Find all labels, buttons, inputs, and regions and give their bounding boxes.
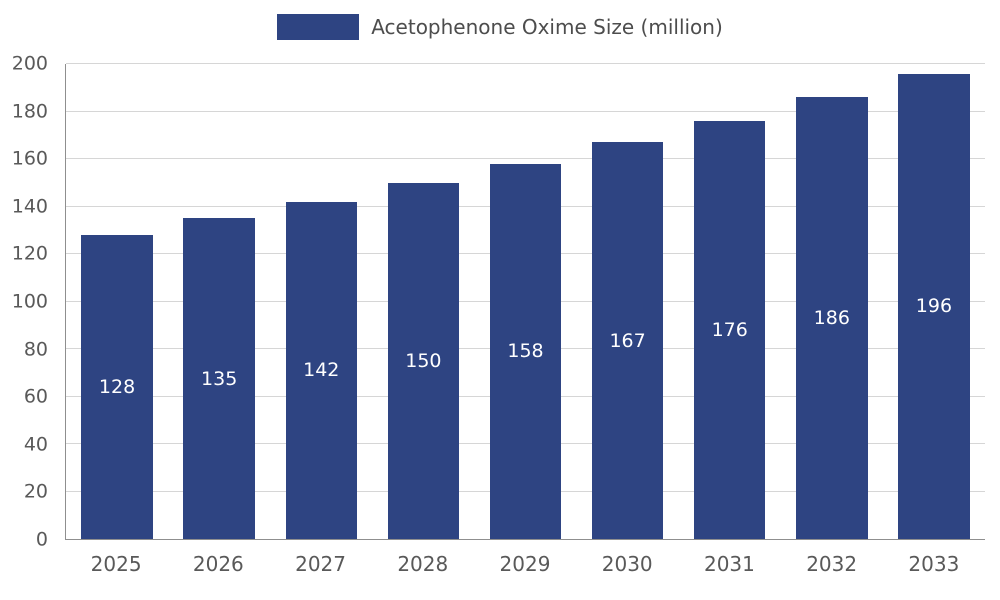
y-tick-label: 80 (23, 338, 48, 361)
x-tick-label: 2033 (908, 552, 960, 576)
x-tick-label: 2025 (90, 552, 142, 576)
bar-slot: 135 (168, 64, 270, 539)
legend-label: Acetophenone Oxime Size (million) (371, 15, 723, 39)
bars: 128 135 142 150 158 167 176 186 196 (66, 64, 985, 539)
x-tick-label: 2031 (703, 552, 755, 576)
x-tick-label: 2026 (192, 552, 244, 576)
plot-area: 128 135 142 150 158 167 176 186 196 (65, 63, 985, 540)
bar-2029[interactable]: 158 (489, 163, 562, 539)
bar-slot: 128 (66, 64, 168, 539)
bar-2025[interactable]: 128 (81, 235, 153, 539)
bar-value-label: 128 (98, 376, 136, 398)
bar-slot: 176 (679, 64, 781, 539)
legend[interactable]: Acetophenone Oxime Size (million) (0, 14, 1000, 40)
bar-value-label: 186 (813, 307, 850, 330)
x-axis-labels: 2025 2026 2027 2028 2029 2030 2031 2032 2033 (65, 552, 985, 576)
bar-value-label: 142 (303, 359, 340, 382)
bar-value-label: 167 (609, 329, 646, 352)
bar-2032[interactable]: 186 (796, 97, 868, 539)
x-tick-label: 2028 (397, 552, 449, 576)
bar-2026[interactable]: 135 (183, 218, 255, 539)
gridline (66, 63, 985, 64)
bar-value-label: 158 (507, 340, 544, 363)
bar-slot: 167 (577, 64, 679, 539)
gridline (66, 110, 985, 112)
bar-value-label: 196 (915, 295, 953, 318)
bar-value-label: 176 (711, 319, 748, 341)
bar-2030[interactable]: 167 (591, 142, 664, 539)
bar-slot: 150 (372, 64, 474, 539)
y-tick-label: 100 (11, 290, 48, 313)
bar-2028[interactable]: 150 (387, 182, 460, 539)
y-tick-label: 20 (23, 480, 48, 503)
bar-2031[interactable]: 176 (693, 121, 766, 539)
x-tick-label: 2030 (601, 552, 653, 576)
x-tick-label: 2027 (295, 552, 346, 576)
bar-2033[interactable]: 196 (898, 73, 970, 539)
y-tick-label: 200 (11, 52, 48, 75)
y-tick-label: 140 (11, 195, 48, 218)
y-axis-labels: 0 20 40 60 80 100 120 140 160 180 200 (0, 54, 56, 549)
y-tick-label: 160 (11, 147, 48, 170)
bar-slot: 142 (270, 64, 372, 539)
bar-slot: 186 (781, 64, 883, 539)
bar-slot: 196 (883, 64, 985, 539)
y-tick-label: 180 (11, 100, 48, 123)
bar-2027[interactable]: 142 (285, 201, 357, 539)
bar-value-label: 150 (405, 349, 442, 372)
y-tick-label: 120 (11, 242, 48, 265)
gridline (66, 158, 985, 159)
bar-slot: 158 (474, 64, 576, 539)
y-tick-label: 60 (23, 385, 48, 408)
y-tick-label: 0 (35, 528, 48, 551)
x-tick-label: 2029 (499, 552, 551, 576)
x-tick-label: 2032 (806, 552, 858, 576)
y-tick-label: 40 (23, 433, 48, 456)
legend-swatch (277, 14, 360, 40)
bar-value-label: 135 (201, 367, 238, 390)
